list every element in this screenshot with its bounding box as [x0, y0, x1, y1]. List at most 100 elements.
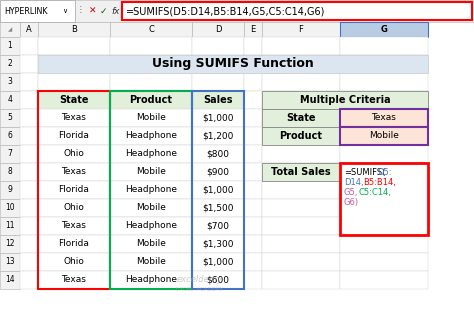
Text: Texas: Texas — [62, 276, 86, 284]
Bar — [340, 145, 428, 163]
Bar — [244, 145, 262, 163]
Bar — [110, 37, 192, 55]
Bar — [340, 127, 428, 145]
Bar — [38, 253, 110, 271]
Bar — [262, 235, 340, 253]
Text: E: E — [250, 25, 255, 34]
Bar — [110, 73, 192, 91]
Text: ✕: ✕ — [89, 6, 97, 15]
Bar — [192, 217, 244, 235]
Bar — [244, 91, 262, 109]
Bar — [262, 91, 428, 109]
Text: C: C — [148, 25, 154, 34]
Bar — [38, 235, 110, 253]
Bar — [38, 91, 110, 289]
Text: Product: Product — [129, 95, 173, 105]
Bar — [192, 199, 244, 217]
Text: State: State — [59, 95, 89, 105]
Bar — [110, 91, 192, 109]
Text: State: State — [286, 113, 316, 123]
Text: G6): G6) — [344, 198, 359, 207]
Bar — [262, 271, 340, 289]
Bar — [192, 127, 244, 145]
Text: 6: 6 — [8, 132, 12, 140]
Bar — [20, 235, 38, 253]
Bar — [192, 91, 244, 109]
Text: 3: 3 — [8, 77, 12, 86]
Bar — [122, 2, 472, 20]
Text: EXCEL  ACADEMY: EXCEL ACADEMY — [176, 287, 224, 292]
Bar — [192, 22, 244, 37]
Text: Florida: Florida — [59, 132, 90, 140]
Text: G: G — [381, 25, 387, 34]
Bar — [192, 109, 244, 127]
Text: Mobile: Mobile — [136, 239, 166, 249]
Text: =SUMIFS(D5:D14,B5:B14,G5,C5:C14,G6): =SUMIFS(D5:D14,B5:B14,G5,C5:C14,G6) — [126, 6, 325, 16]
Bar — [20, 127, 38, 145]
Bar — [262, 22, 340, 37]
Text: Ohio: Ohio — [64, 204, 84, 212]
Bar — [244, 37, 262, 55]
Bar — [340, 109, 428, 127]
Bar — [262, 127, 340, 145]
Text: Ohio: Ohio — [64, 149, 84, 158]
Bar — [192, 55, 244, 73]
Text: Headphone: Headphone — [125, 149, 177, 158]
Bar — [340, 163, 428, 181]
Bar — [262, 181, 340, 199]
Text: Mobile: Mobile — [136, 114, 166, 123]
Bar — [38, 109, 110, 127]
Bar — [340, 271, 428, 289]
Bar — [110, 199, 192, 217]
Bar — [110, 271, 192, 289]
Text: $1,000: $1,000 — [202, 186, 234, 195]
Bar — [20, 37, 38, 55]
Text: $700: $700 — [207, 221, 229, 230]
Bar — [244, 235, 262, 253]
Bar — [0, 199, 20, 217]
Bar — [262, 127, 340, 145]
Text: Sales: Sales — [203, 95, 233, 105]
Text: Mobile: Mobile — [369, 132, 399, 140]
Bar — [192, 163, 244, 181]
Bar — [38, 91, 110, 109]
Bar — [110, 163, 192, 181]
Bar — [38, 199, 110, 217]
Text: 12: 12 — [5, 239, 15, 249]
Bar — [192, 271, 244, 289]
Bar — [0, 253, 20, 271]
Bar — [38, 253, 110, 271]
Bar — [192, 199, 244, 217]
Text: F: F — [299, 25, 303, 34]
Bar — [0, 145, 20, 163]
Bar — [244, 253, 262, 271]
Bar — [110, 235, 192, 253]
Bar — [0, 22, 20, 37]
Text: 1: 1 — [8, 42, 12, 51]
Bar — [192, 163, 244, 181]
Bar — [20, 199, 38, 217]
Bar — [110, 55, 192, 73]
Text: $800: $800 — [207, 149, 229, 158]
Bar — [340, 127, 428, 145]
Bar — [340, 199, 428, 217]
Bar — [340, 163, 428, 235]
Text: Headphone: Headphone — [125, 186, 177, 195]
Text: $1,000: $1,000 — [202, 114, 234, 123]
Bar — [262, 55, 340, 73]
Bar — [110, 217, 192, 235]
Bar — [20, 217, 38, 235]
Bar — [192, 235, 244, 253]
Text: 13: 13 — [5, 258, 15, 267]
Text: Total Sales: Total Sales — [271, 167, 331, 177]
Text: Texas: Texas — [62, 114, 86, 123]
Text: ◢: ◢ — [8, 27, 12, 32]
Text: Mobile: Mobile — [136, 167, 166, 177]
Text: 4: 4 — [8, 95, 12, 105]
Bar — [38, 91, 110, 109]
Bar — [0, 127, 20, 145]
Bar — [262, 109, 340, 127]
Text: D: D — [215, 25, 221, 34]
Bar — [340, 217, 428, 235]
Bar — [192, 127, 244, 145]
